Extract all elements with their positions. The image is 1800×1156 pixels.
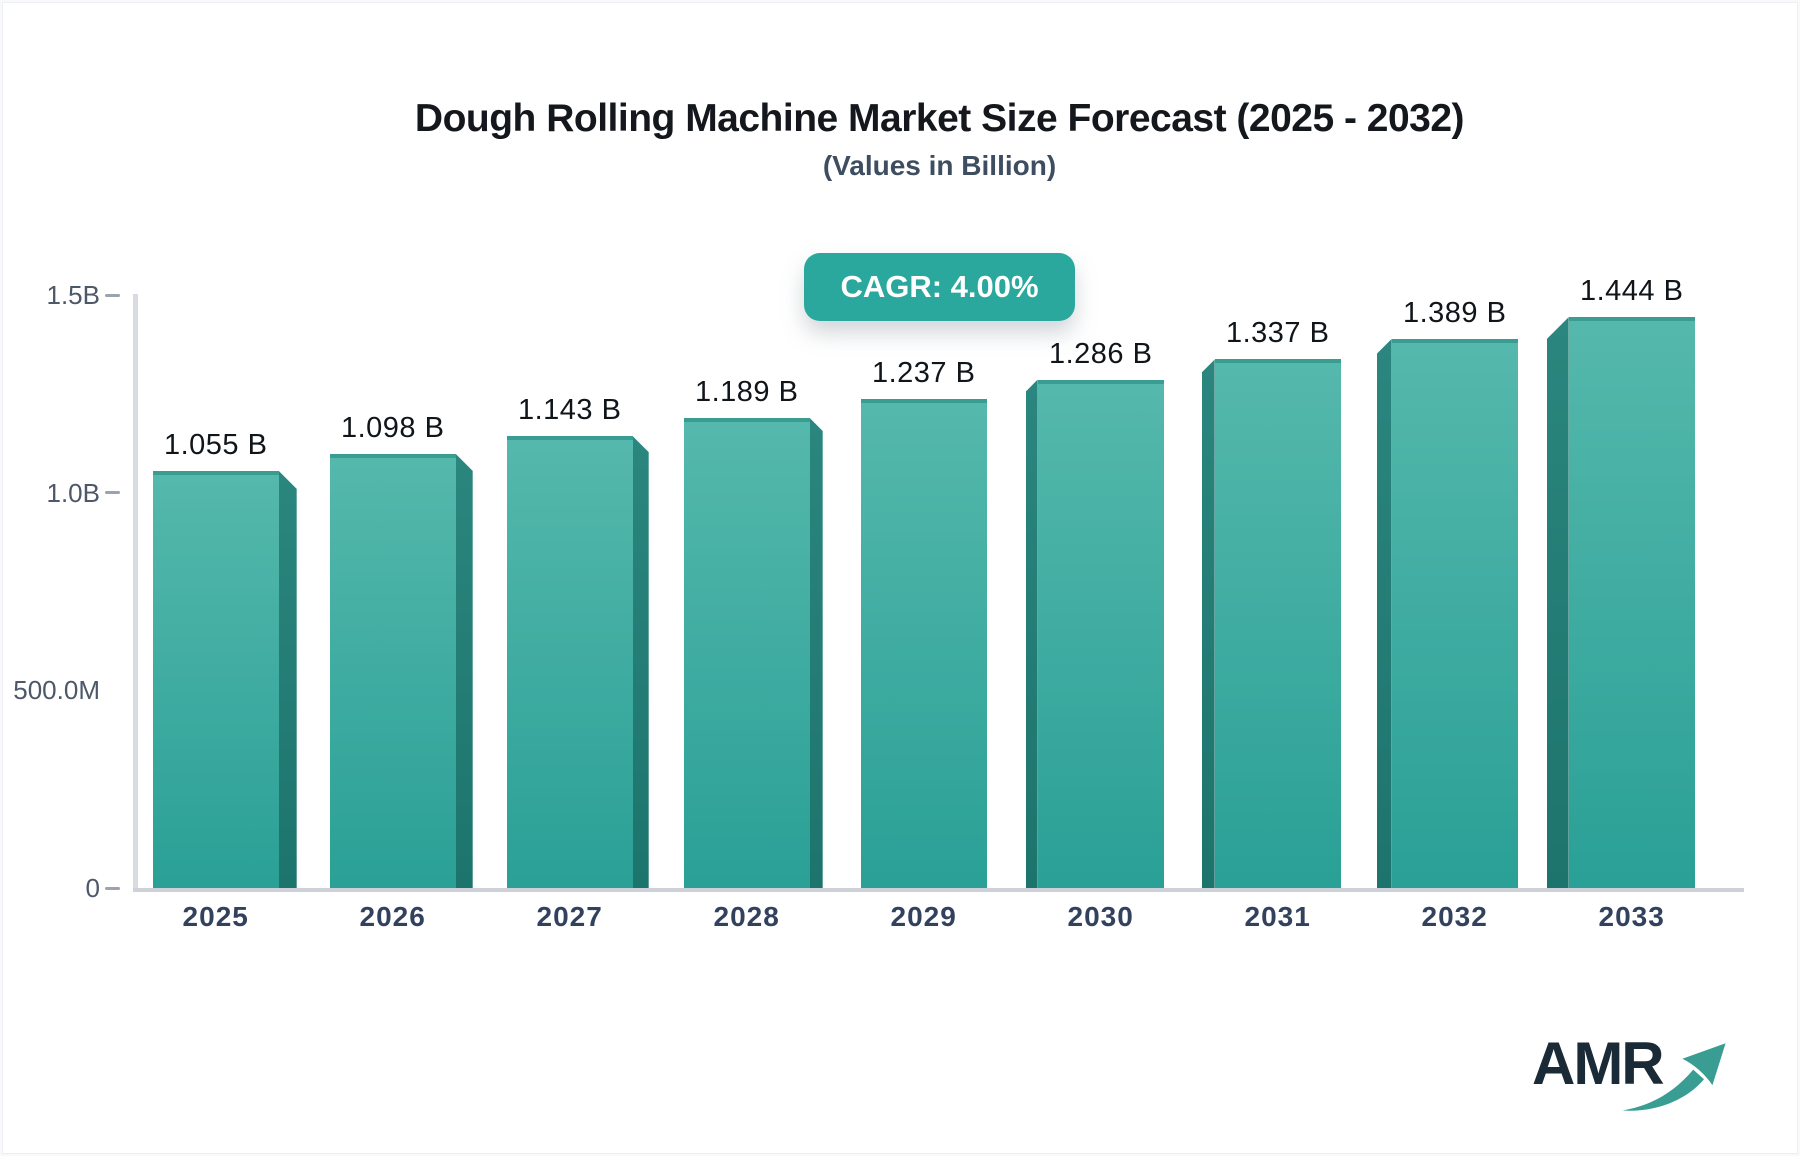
bar-side-face xyxy=(632,436,649,888)
y-tick-label: 1.5B xyxy=(46,280,101,310)
x-axis-line xyxy=(133,888,1744,892)
plot-area: 1.5B 1.0B 500.0M 0 1.055 B 2025 1.098 B 2026 1.… xyxy=(13,275,1744,932)
bar-2031[interactable] xyxy=(1214,359,1341,888)
chart-header: Dough Rolling Machine Market Size Foreca… xyxy=(135,96,1744,182)
amr-logo: AMR xyxy=(1532,1034,1772,1124)
chart-title: Dough Rolling Machine Market Size Foreca… xyxy=(414,97,1465,140)
cagr-badge-row: CAGR: 4.00% xyxy=(135,253,1744,322)
bar-side-face xyxy=(455,453,473,888)
bar-value-label: 1.337 B xyxy=(1225,317,1330,350)
x-axis-label-2029: 2029 xyxy=(890,901,957,932)
x-axis-label-2030: 2030 xyxy=(1067,901,1134,932)
y-tick-mark xyxy=(105,293,120,297)
y-tick-mark xyxy=(105,491,120,495)
bar-side-face xyxy=(809,417,823,888)
bar-2027[interactable] xyxy=(506,436,633,888)
y-axis-line xyxy=(133,294,138,892)
chart-subtitle: (Values in Billion) xyxy=(822,150,1057,181)
bar-side-face xyxy=(1546,317,1569,888)
bar-2025[interactable] xyxy=(152,470,279,888)
x-axis-label-2032: 2032 xyxy=(1421,901,1488,932)
x-axis-label-2027: 2027 xyxy=(536,901,603,932)
bar-2026[interactable] xyxy=(329,453,456,888)
bar-value-label: 1.189 B xyxy=(694,375,799,408)
bar-2032[interactable] xyxy=(1391,338,1518,888)
y-tick-label: 1.0B xyxy=(46,477,101,508)
x-axis-label-2028: 2028 xyxy=(713,901,780,932)
cagr-badge: CAGR: 4.00% xyxy=(804,253,1075,322)
bar-value-label: 1.444 B xyxy=(1579,275,1684,308)
bar-value-label: 1.286 B xyxy=(1048,337,1153,370)
bar-value-label: 1.143 B xyxy=(517,394,622,427)
bar-value-label: 1.098 B xyxy=(340,411,445,444)
bar-2030[interactable] xyxy=(1037,379,1164,888)
bar-side-face xyxy=(1201,359,1215,888)
y-tick-label: 0 xyxy=(85,873,100,903)
bar-value-label: 1.237 B xyxy=(871,356,976,389)
bar-side-face xyxy=(1025,379,1038,888)
x-axis-label-2031: 2031 xyxy=(1244,901,1311,932)
y-tick-mark xyxy=(105,886,120,890)
x-axis-label-2025: 2025 xyxy=(182,901,249,932)
growth-arrow-icon xyxy=(1622,1043,1726,1111)
bar-2033[interactable] xyxy=(1568,317,1695,888)
bar-value-label: 1.055 B xyxy=(163,428,268,461)
bar-side-face xyxy=(278,470,297,888)
bar-2028[interactable] xyxy=(683,417,810,888)
bar-2029[interactable] xyxy=(860,398,987,888)
x-axis-label-2033: 2033 xyxy=(1598,901,1665,932)
bar-value-label: 1.389 B xyxy=(1402,296,1507,329)
y-tick-label: 500.0M xyxy=(13,675,100,706)
x-axis-label-2026: 2026 xyxy=(359,901,426,932)
bar-side-face xyxy=(1376,338,1392,888)
amr-logo-text: AMR xyxy=(1532,1030,1665,1097)
